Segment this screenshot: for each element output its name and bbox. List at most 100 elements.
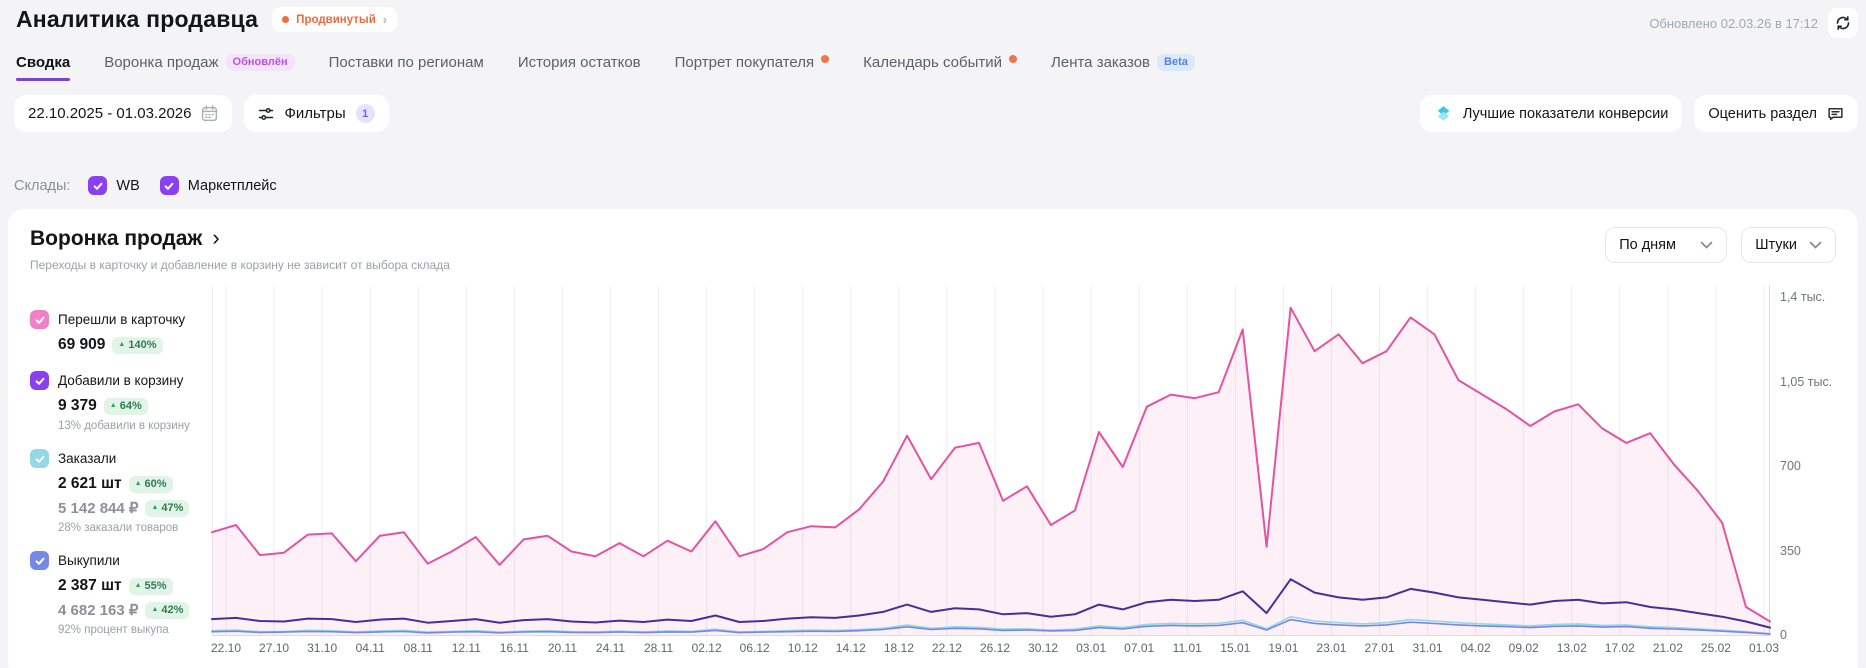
x-tick-label: 14.12: [835, 641, 866, 655]
x-tick-label: 01.03: [1748, 641, 1780, 655]
chevron-right-icon: ›: [212, 225, 220, 251]
legend-toggle[interactable]: Выкупили: [30, 551, 212, 570]
best-conversion-button[interactable]: Лучшие показатели конверсии: [1419, 95, 1683, 132]
warehouses-label: Склады:: [14, 177, 71, 194]
legend-label: Заказали: [58, 451, 117, 466]
filters-icon: [258, 106, 274, 122]
y-tick-label: 0: [1780, 628, 1787, 642]
rate-section-button[interactable]: Оценить раздел: [1694, 95, 1858, 132]
arrow-up-icon: ▲: [109, 401, 117, 409]
chart-legend: Перешли в карточку 69 909 ▲ 140% Добавили в …: [30, 286, 212, 658]
x-tick-label: 23.01: [1316, 641, 1347, 655]
rate-section-label: Оценить раздел: [1708, 105, 1817, 122]
tab-календарь-событий[interactable]: Календарь событий: [863, 54, 1018, 81]
legend-value-number: 2 621 шт: [58, 475, 122, 492]
series-line-Добавили в корзину: [211, 578, 1771, 629]
legend-toggle[interactable]: Добавили в корзину: [30, 371, 212, 390]
y-tick-label: 1,4 тыс.: [1780, 290, 1826, 305]
x-tick-label: 11.01: [1172, 641, 1202, 655]
chevron-down-icon: [1809, 241, 1822, 249]
tab-лента-заказов[interactable]: Лента заказов Beta: [1051, 54, 1195, 81]
filters-label: Фильтры: [284, 105, 346, 122]
x-tick-label: 22.10: [210, 641, 242, 655]
legend-item: Заказали 2 621 шт ▲ 60% 5 142 844 ₽ ▲ 47% 28% з…: [30, 449, 212, 534]
plan-badge-label: Продвинутый: [296, 13, 376, 26]
tab-сводка[interactable]: Сводка: [16, 54, 71, 81]
tab-история-остатков[interactable]: История остатков: [518, 54, 641, 81]
x-tick-label: 08.11: [403, 641, 433, 655]
tab-label: Воронка продаж: [104, 54, 219, 71]
legend-value-number: 2 387 шт: [58, 577, 122, 594]
x-tick-label: 15.01: [1220, 641, 1251, 655]
best-conversion-label: Лучшие показатели конверсии: [1462, 105, 1669, 122]
warehouses-row: Склады: WB Маркетплейс: [0, 132, 1866, 195]
warehouse-checkbox-wb[interactable]: WB: [88, 176, 140, 195]
series-line-Заказали: [211, 615, 1771, 635]
x-tick-label: 12.11: [451, 641, 481, 655]
trend-up-badge: ▲ 42%: [145, 601, 190, 619]
legend-value: 69 909 ▲ 140%: [58, 336, 212, 354]
tab-label: Поставки по регионам: [328, 54, 484, 71]
legend-value-number: 69 909: [58, 336, 106, 353]
x-tick-label: 24.11: [595, 641, 626, 655]
tab-label: Сводка: [16, 54, 71, 71]
plan-badge-button[interactable]: Продвинутый ›: [272, 7, 398, 32]
filters-button[interactable]: Фильтры 1: [244, 95, 389, 132]
checkbox-checked-icon: [30, 551, 49, 570]
legend-money-number: 5 142 844 ₽: [58, 500, 139, 517]
series-line-Выкупили: [211, 618, 1771, 635]
refresh-button[interactable]: [1828, 8, 1858, 38]
legend-label: Выкупили: [58, 553, 120, 568]
period-select[interactable]: По дням: [1605, 227, 1728, 263]
notification-dot-icon: [821, 54, 830, 63]
tab-поставки-по-регионам[interactable]: Поставки по регионам: [329, 54, 484, 81]
units-select[interactable]: Штуки: [1741, 227, 1836, 263]
tabs-bar: Сводка Воронка продаж Обновлён Поставки по …: [0, 38, 1866, 81]
legend-item: Добавили в корзину 9 379 ▲ 64% 13% добавили …: [30, 371, 212, 432]
trend-value: 47%: [161, 502, 184, 514]
tab-badge: Обновлён: [225, 54, 295, 71]
funnel-title-link[interactable]: Воронка продаж ›: [30, 227, 450, 251]
feedback-chat-icon: [1827, 105, 1844, 122]
units-select-value: Штуки: [1755, 237, 1797, 253]
tab-badge: Beta: [1157, 54, 1195, 71]
arrow-up-icon: ▲: [134, 479, 142, 487]
date-range-picker[interactable]: 22.10.2025 - 01.03.2026: [14, 95, 233, 132]
x-tick-label: 26.12: [979, 641, 1011, 655]
funnel-chart: 0 350 700 1,05 тыс. 1,4 тыс. 22.10 27.10 31.10…: [210, 286, 1836, 658]
legend-item: Перешли в карточку 69 909 ▲ 140%: [30, 310, 212, 354]
series-line-Перешли в карточку: [211, 306, 1771, 623]
x-tick-label: 31.01: [1412, 641, 1443, 655]
legend-note: 13% добавили в корзину: [58, 420, 190, 432]
arrow-up-icon: ▲: [151, 503, 159, 511]
legend-toggle[interactable]: Перешли в карточку: [30, 310, 212, 329]
gem-levels-icon: [1434, 104, 1453, 123]
x-tick-label: 17.02: [1604, 641, 1635, 655]
x-tick-label: 27.01: [1364, 641, 1395, 655]
chevron-down-icon: [1700, 241, 1713, 249]
checkbox-checked-icon: [30, 449, 49, 468]
checkbox-checked-icon: [30, 371, 49, 390]
x-tick-label: 27.10: [259, 641, 290, 655]
tab-портрет-покупателя[interactable]: Портрет покупателя: [675, 54, 830, 81]
trend-up-badge: ▲ 47%: [145, 499, 190, 517]
legend-money-number: 4 682 163 ₽: [58, 602, 139, 619]
legend-note: 92% процент выкупа: [58, 624, 169, 636]
arrow-up-icon: ▲: [134, 581, 142, 589]
legend-toggle[interactable]: Заказали: [30, 449, 212, 468]
x-tick-label: 04.02: [1460, 641, 1491, 655]
tab-воронка-продаж[interactable]: Воронка продаж Обновлён: [104, 54, 295, 81]
x-tick-label: 20.11: [547, 641, 578, 655]
checkbox-checked-icon: [159, 176, 179, 195]
calendar-icon: [201, 105, 218, 122]
checkbox-checked-icon: [30, 310, 49, 329]
legend-value: 2 621 шт ▲ 60%: [58, 475, 212, 493]
warehouse-checkbox-маркетплейс[interactable]: Маркетплейс: [159, 176, 277, 195]
sales-funnel-card: Воронка продаж › Переходы в карточку и д…: [8, 209, 1858, 668]
page-title: Аналитика продавца: [16, 6, 259, 32]
arrow-up-icon: ▲: [151, 605, 159, 613]
topbar: Аналитика продавца Продвинутый › Обновле…: [0, 0, 1866, 38]
x-axis-labels: 22.10 27.10 31.10 04.11 08.11 12.11 16.11 20.11…: [210, 636, 1779, 658]
period-select-value: По дням: [1619, 237, 1677, 253]
